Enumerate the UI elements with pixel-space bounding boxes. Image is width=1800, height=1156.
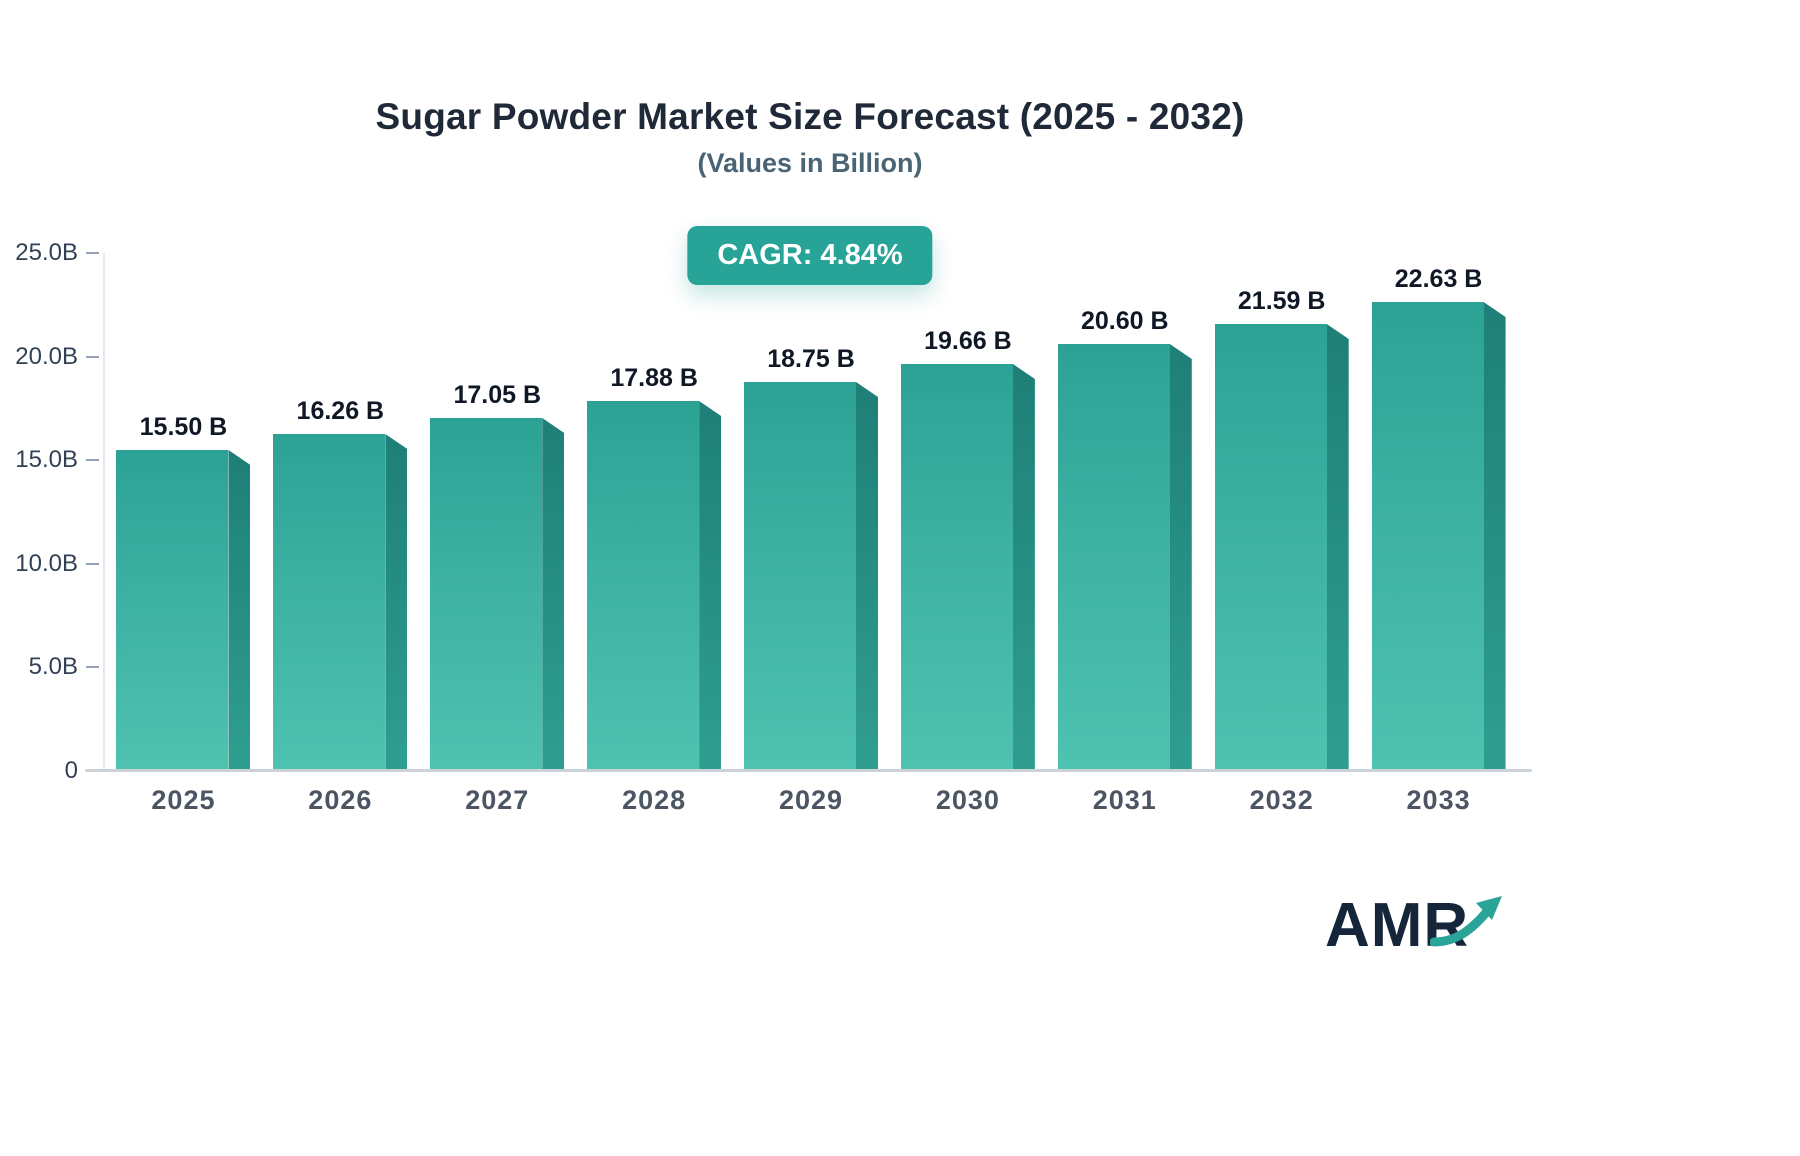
bar-2028: 17.88 B: [587, 364, 722, 771]
x-axis-labels: 2025 2026 2027 2028 2029 2030 2031 2032 2033: [105, 785, 1517, 816]
y-tick-mark: [86, 252, 99, 254]
bar-front-face: [1371, 302, 1484, 771]
x-label-2028: 2028: [622, 785, 687, 815]
bar-slot: 19.66 B: [889, 253, 1046, 771]
bar-side-face: [228, 450, 251, 771]
cagr-badge: CAGR: 4.84%: [687, 226, 933, 285]
bar-2029: 18.75 B: [744, 345, 878, 771]
bar-side-face: [699, 401, 722, 771]
x-label-2033: 2033: [1406, 785, 1471, 815]
bar-slot: 16.26 B: [262, 253, 419, 771]
bar-slot: 22.63 B: [1360, 253, 1517, 771]
bar-front-face: [900, 364, 1013, 771]
y-axis-line: [103, 253, 105, 771]
y-tick-mark: [86, 562, 99, 565]
amr-logo: AMR: [1325, 890, 1515, 970]
bar-side-face: [1169, 344, 1192, 771]
bar-value-label: 21.59 B: [1237, 287, 1326, 315]
bar-value-label: 20.60 B: [1081, 307, 1169, 335]
bar-front-face: [1057, 344, 1170, 771]
bar-side-face: [542, 418, 565, 771]
x-label-2030: 2030: [935, 785, 1000, 815]
y-tick-mark: [86, 355, 99, 358]
bar-front-face: [273, 434, 386, 771]
x-label-2026: 2026: [308, 785, 373, 815]
bar-slot: 18.75 B: [733, 253, 890, 771]
bar-2025: 15.50 B: [116, 413, 251, 771]
bar-value-label: 15.50 B: [139, 413, 228, 441]
bar-value-label: 18.75 B: [767, 345, 855, 373]
bar-front-face: [1214, 324, 1327, 771]
bar-value-label: 19.66 B: [924, 327, 1012, 355]
bar-front-face: [116, 450, 229, 771]
x-axis-line: [85, 769, 1532, 772]
y-tick-label: 20.0B: [15, 342, 78, 370]
logo-text: AMR: [1325, 891, 1470, 960]
plot-area: 15.50 B 16.26 B 17.05 B 17.88 B 18.75 B 19.66…: [105, 253, 1517, 771]
bar-front-face: [430, 418, 543, 771]
x-label-2025: 2025: [151, 785, 216, 815]
growth-arrow-icon: [1430, 896, 1502, 947]
bar-2027: 17.05 B: [430, 381, 565, 771]
bar-side-face: [1326, 324, 1349, 771]
bar-front-face: [587, 401, 700, 771]
bar-slot: 17.88 B: [576, 253, 733, 771]
chart-title: Sugar Powder Market Size Forecast (2025 …: [375, 96, 1245, 137]
bar-value-label: 22.63 B: [1394, 265, 1483, 293]
bar-2033: 22.63 B: [1371, 265, 1506, 771]
y-tick-label: 5.0B: [28, 653, 78, 681]
bar-2026: 16.26 B: [273, 397, 408, 771]
bar-slot: 21.59 B: [1203, 253, 1360, 771]
x-label-2027: 2027: [465, 785, 530, 815]
bar-value-label: 17.05 B: [453, 381, 541, 409]
bar-side-face: [856, 382, 878, 771]
bar-front-face: [744, 382, 856, 771]
y-tick-label: 25.0B: [15, 239, 78, 266]
y-tick-mark: [86, 459, 99, 462]
bar-value-label: 16.26 B: [296, 397, 385, 425]
bar-2030: 19.66 B: [900, 327, 1035, 771]
bar-slot: 17.05 B: [419, 253, 576, 771]
x-label-2032: 2032: [1249, 785, 1314, 815]
bar-2032: 21.59 B: [1214, 287, 1349, 771]
y-tick-label: 15.0B: [15, 446, 78, 474]
y-tick-mark: [86, 666, 99, 669]
bar-2031: 20.60 B: [1057, 307, 1192, 771]
bar-slot: 20.60 B: [1046, 253, 1203, 771]
x-label-2029: 2029: [778, 785, 844, 815]
chart-subtitle: (Values in Billion): [697, 148, 923, 178]
bar-side-face: [1012, 364, 1035, 771]
y-tick-label: 10.0B: [15, 549, 78, 577]
y-tick-label: 0: [64, 757, 78, 784]
x-label-2031: 2031: [1092, 785, 1157, 815]
bar-side-face: [1483, 302, 1506, 771]
bar-side-face: [385, 434, 408, 771]
bar-value-label: 17.88 B: [610, 364, 698, 392]
bar-slot: 15.50 B: [105, 253, 262, 771]
